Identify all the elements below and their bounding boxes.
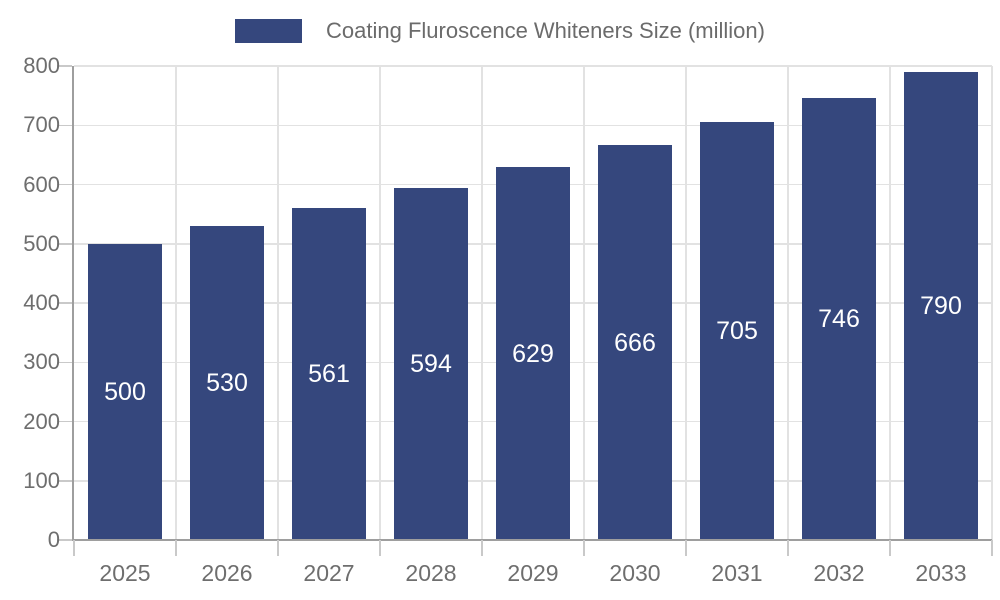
y-axis-tick-label: 700 — [23, 112, 60, 138]
y-tick-mark — [57, 539, 72, 541]
y-axis-tick-label: 300 — [23, 349, 60, 375]
y-tick-mark — [57, 480, 72, 482]
y-axis-tick-label: 100 — [23, 467, 60, 493]
y-tick-mark — [57, 65, 72, 67]
x-axis-tick-label: 2028 — [405, 560, 457, 586]
x-tick-mark — [583, 540, 585, 556]
gridline-vertical — [787, 66, 789, 540]
gridline-horizontal — [74, 65, 992, 67]
gridline-vertical — [379, 66, 381, 540]
y-axis-tick-label: 800 — [23, 53, 60, 78]
bar-2028: 594 — [394, 188, 468, 540]
y-tick-mark — [57, 361, 72, 363]
bar-value-label: 561 — [308, 359, 350, 388]
bar-value-label: 705 — [716, 317, 758, 346]
bar-value-label: 629 — [512, 339, 554, 368]
bar-2025: 500 — [88, 243, 162, 540]
gridline-vertical — [991, 66, 993, 540]
bar-2027: 561 — [292, 207, 366, 540]
y-axis-tick-label: 400 — [23, 290, 60, 315]
bar-value-label: 500 — [104, 377, 146, 406]
chart-legend[interactable]: Coating Fluroscence Whiteners Size (mill… — [0, 18, 1000, 44]
x-axis-labels: 2025 2026 2027 2028 2029 2030 2031 2032 2033 — [74, 559, 992, 589]
x-tick-mark — [379, 540, 381, 556]
y-axis-labels: 0 100 200 300 400 500 600 700 800 — [0, 53, 60, 552]
bar-2031: 705 — [700, 122, 774, 540]
bar-2026: 530 — [190, 225, 264, 540]
gridline-vertical — [889, 66, 891, 540]
x-tick-mark — [175, 540, 177, 556]
y-tick-mark — [57, 124, 72, 126]
y-tick-mark — [57, 420, 72, 423]
gridline-vertical — [175, 66, 177, 540]
bar-2033: 790 — [904, 71, 978, 540]
y-axis-tick-label: 0 — [47, 527, 60, 552]
y-axis-line — [72, 66, 74, 540]
bar-2032: 746 — [802, 97, 876, 540]
x-axis-tick-label: 2029 — [507, 560, 559, 586]
x-tick-mark — [889, 540, 891, 556]
bar-2029: 629 — [496, 167, 570, 540]
y-tick-mark — [57, 183, 72, 186]
x-axis-tick-label: 2030 — [609, 560, 661, 586]
bar-value-label: 666 — [614, 328, 656, 357]
x-axis-tick-label: 2032 — [813, 560, 865, 586]
y-tick-mark — [57, 302, 72, 304]
x-axis-tick-label: 2033 — [915, 560, 967, 586]
bar-value-label: 790 — [920, 291, 962, 320]
gridline-vertical — [481, 66, 483, 540]
x-tick-mark — [787, 540, 789, 556]
bar-value-label: 530 — [206, 368, 248, 397]
bar-value-label: 594 — [410, 350, 452, 379]
gridline-vertical — [277, 66, 279, 540]
x-axis-line — [72, 539, 992, 541]
y-tick-mark — [57, 243, 72, 245]
gridline-horizontal — [74, 124, 992, 126]
y-axis-tick-label: 200 — [23, 408, 60, 434]
gridline-vertical — [685, 66, 687, 540]
x-axis-tick-label: 2026 — [201, 560, 253, 586]
x-axis-tick-label: 2027 — [303, 560, 355, 586]
x-tick-mark — [73, 540, 75, 556]
gridline-vertical — [583, 66, 585, 540]
x-axis-tick-label: 2031 — [711, 560, 763, 586]
bar-2030: 666 — [598, 145, 672, 540]
x-tick-mark — [277, 540, 279, 556]
legend-swatch-icon — [235, 19, 303, 43]
legend-label: Coating Fluroscence Whiteners Size (mill… — [326, 18, 765, 43]
y-axis-tick-label: 600 — [23, 171, 60, 197]
x-tick-mark — [481, 540, 483, 556]
x-tick-mark — [685, 540, 687, 556]
plot-area: 500 530 561 594 629 666 705 746 790 — [57, 65, 993, 556]
x-tick-mark — [991, 540, 993, 556]
y-axis-tick-label: 500 — [23, 230, 60, 256]
x-axis-tick-label: 2025 — [99, 560, 151, 586]
bar-value-label: 746 — [818, 304, 860, 333]
